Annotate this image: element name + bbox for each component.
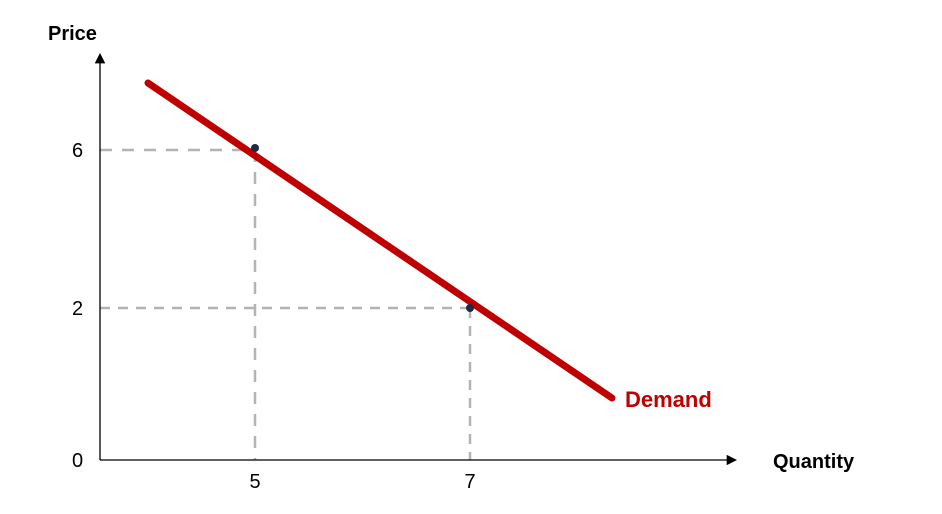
x-axis-label: Quantity	[773, 451, 855, 473]
origin-label: 0	[72, 450, 83, 472]
y-axis-label: Price	[48, 23, 97, 45]
demand-label: Demand	[625, 387, 712, 412]
data-point-1	[466, 304, 474, 312]
x-tick-5: 5	[249, 471, 260, 493]
data-point-0	[251, 144, 259, 152]
x-tick-7: 7	[464, 471, 475, 493]
y-tick-6: 6	[72, 140, 83, 162]
y-tick-2: 2	[72, 298, 83, 320]
demand-curve-chart: Price Quantity Demand 0 2 6 5 7	[0, 0, 942, 514]
